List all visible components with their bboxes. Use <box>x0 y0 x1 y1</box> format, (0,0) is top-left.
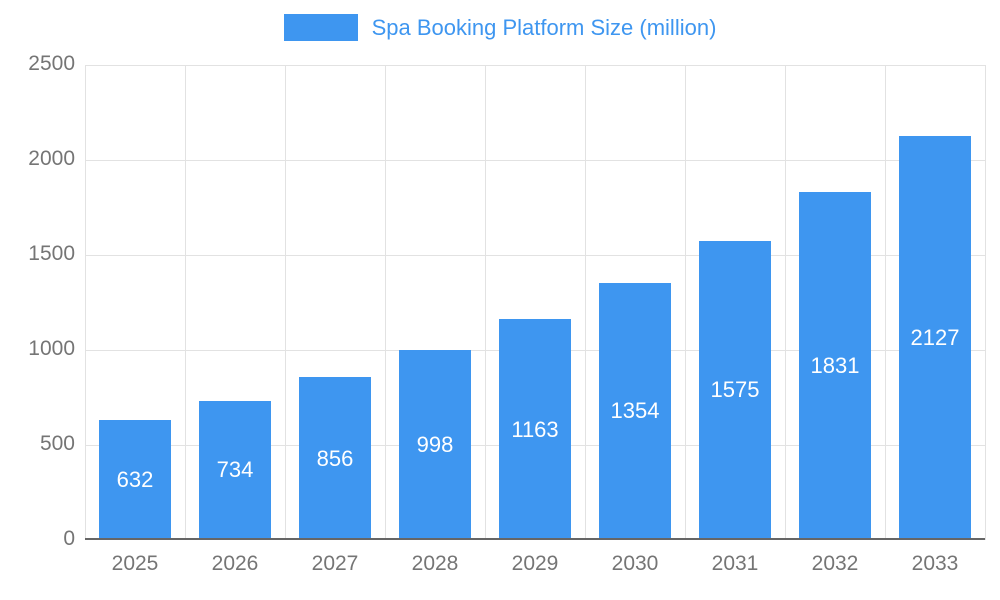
bar-2027 <box>299 377 371 540</box>
y-axis-label: 500 <box>39 432 75 455</box>
chart-title: Spa Booking Platform Size (million) <box>371 15 717 40</box>
y-axis-label: 1500 <box>28 242 75 265</box>
bar-value-label: 1831 <box>810 353 860 379</box>
v-gridline <box>284 65 286 540</box>
x-axis-label: 2033 <box>911 552 959 575</box>
bar-2028 <box>399 350 471 540</box>
x-axis-label: 2025 <box>111 552 159 575</box>
x-axis-label: 2028 <box>411 552 459 575</box>
x-axis-label: 2031 <box>711 552 759 575</box>
x-axis-label: 2026 <box>211 552 259 575</box>
h-gridline <box>85 254 985 256</box>
v-gridline <box>984 65 986 540</box>
x-axis-line <box>85 538 985 540</box>
h-gridline <box>85 159 985 161</box>
y-axis-label: 2000 <box>28 147 75 170</box>
bar-value-label: 1575 <box>710 377 760 403</box>
bar-value-label: 998 <box>416 432 454 458</box>
y-axis-label: 1000 <box>28 337 75 360</box>
v-gridline <box>584 65 586 540</box>
bar-value-label: 734 <box>216 457 254 483</box>
bar-2026 <box>199 400 271 540</box>
bar-value-label: 2127 <box>910 324 960 350</box>
v-gridline <box>184 65 186 540</box>
y-axis-label: 0 <box>63 527 75 550</box>
bar-2031 <box>699 240 771 540</box>
bar-value-label: 856 <box>316 445 354 471</box>
v-gridline <box>684 65 686 540</box>
x-axis-label: 2027 <box>311 552 359 575</box>
legend[interactable]: Spa Booking Platform Size (million) <box>0 14 1000 41</box>
bar-value-label: 1354 <box>610 398 660 424</box>
x-axis-label: 2032 <box>811 552 859 575</box>
x-axis-label: 2029 <box>511 552 559 575</box>
x-axis-label: 2030 <box>611 552 659 575</box>
bar-value-label: 632 <box>116 466 154 492</box>
bar-value-label: 1163 <box>511 416 559 442</box>
v-gridline <box>384 65 386 540</box>
h-gridline <box>85 64 985 66</box>
bar-2025 <box>99 419 171 540</box>
y-axis-label: 2500 <box>28 52 75 75</box>
plot-area: 632 734 856 998 1163 1354 1575 1831 2127 <box>84 64 986 540</box>
bar-2029 <box>499 319 571 540</box>
v-gridline <box>884 65 886 540</box>
bar-2033 <box>899 135 971 540</box>
bar-2030 <box>599 282 671 540</box>
bar-2032 <box>799 192 871 540</box>
v-gridline <box>484 65 486 540</box>
legend-swatch[interactable] <box>283 14 358 41</box>
v-gridline <box>784 65 786 540</box>
v-gridline <box>84 65 86 540</box>
